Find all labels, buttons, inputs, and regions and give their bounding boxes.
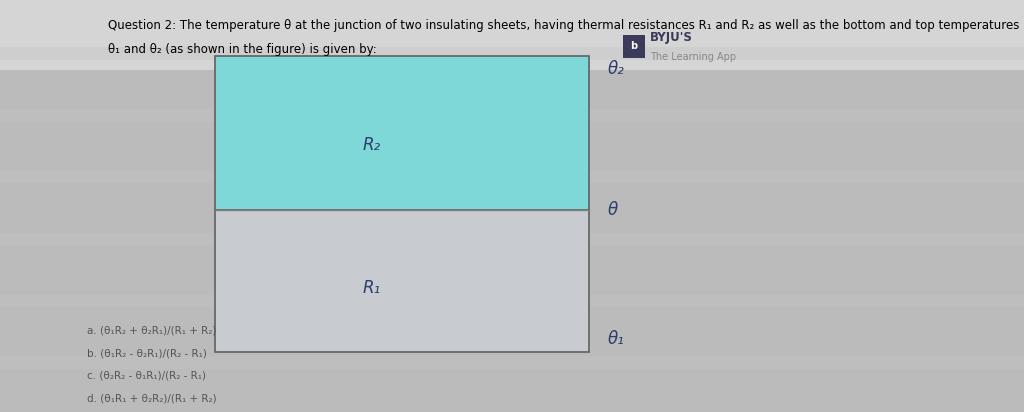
Text: R₂: R₂ <box>362 136 381 154</box>
Text: d. (θ₁R₁ + θ₂R₂)/(R₁ + R₂): d. (θ₁R₁ + θ₂R₂)/(R₁ + R₂) <box>87 393 217 403</box>
Text: Question 2: The temperature θ at the junction of two insulating sheets, having t: Question 2: The temperature θ at the jun… <box>108 19 1019 32</box>
Bar <box>0 47 1024 60</box>
Text: c. (θ₂R₂ - θ₁R₁)/(R₂ - R₁): c. (θ₂R₂ - θ₁R₁)/(R₂ - R₁) <box>87 371 206 381</box>
Bar <box>623 35 645 58</box>
Text: R₁: R₁ <box>362 279 381 297</box>
Bar <box>0 0 1024 70</box>
Text: θ₁: θ₁ <box>607 330 624 348</box>
Text: The Learning App: The Learning App <box>650 52 736 61</box>
Text: θ₁ and θ₂ (as shown in the figure) is given by:: θ₁ and θ₂ (as shown in the figure) is gi… <box>108 43 376 56</box>
Bar <box>0 109 1024 122</box>
Text: b: b <box>631 41 637 52</box>
Bar <box>0 70 1024 412</box>
Text: θ: θ <box>607 201 617 219</box>
Text: θ₂: θ₂ <box>607 60 624 78</box>
Bar <box>0 295 1024 307</box>
Text: BYJU'S: BYJU'S <box>650 30 693 44</box>
Bar <box>215 210 589 352</box>
Bar <box>215 56 589 210</box>
Bar <box>0 233 1024 245</box>
Bar <box>0 356 1024 369</box>
Bar <box>0 171 1024 183</box>
Text: b. (θ₁R₂ - θ₂R₁)/(R₂ - R₁): b. (θ₁R₂ - θ₂R₁)/(R₂ - R₁) <box>87 348 207 358</box>
Text: a. (θ₁R₂ + θ₂R₁)/(R₁ + R₂): a. (θ₁R₂ + θ₂R₁)/(R₁ + R₂) <box>87 325 216 335</box>
